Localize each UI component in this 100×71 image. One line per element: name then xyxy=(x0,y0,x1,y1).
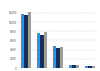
Bar xyxy=(44,32,47,68)
Bar xyxy=(24,15,28,68)
Bar xyxy=(40,35,44,68)
Bar xyxy=(72,65,76,68)
Bar xyxy=(76,65,79,68)
Bar xyxy=(88,66,92,68)
Bar xyxy=(92,66,95,68)
Bar xyxy=(21,14,24,68)
Bar xyxy=(85,66,88,68)
Bar xyxy=(60,47,63,68)
Bar xyxy=(69,65,72,68)
Bar xyxy=(28,12,31,68)
Bar xyxy=(37,33,40,68)
Bar xyxy=(56,48,60,68)
Bar xyxy=(53,46,56,68)
